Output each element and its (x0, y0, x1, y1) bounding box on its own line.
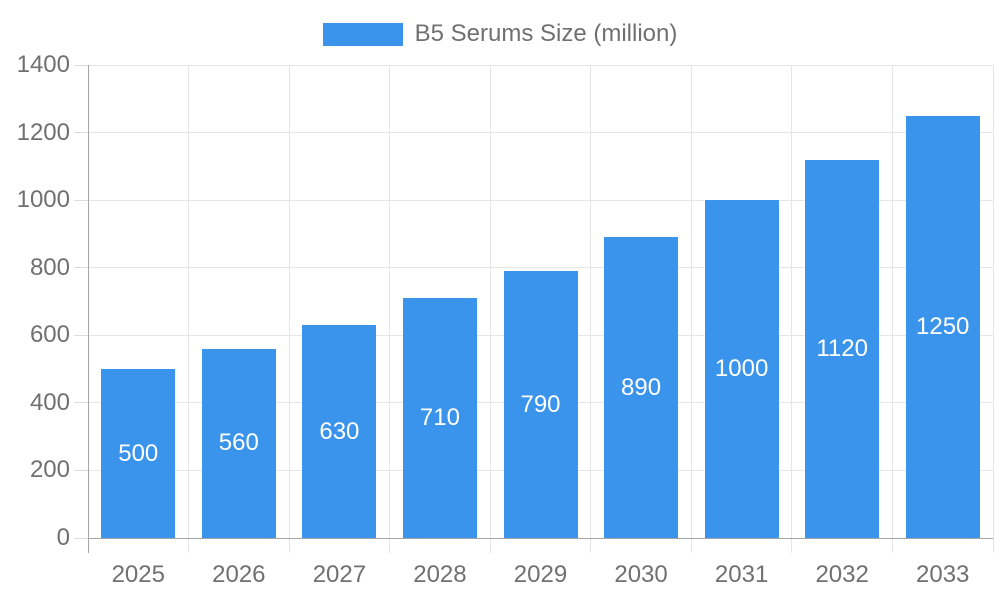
bar-value-label: 1000 (714, 355, 769, 383)
y-tick-label: 800 (29, 253, 70, 281)
legend-label: B5 Serums Size (million) (414, 20, 678, 47)
category-separator (389, 65, 391, 553)
y-tick (74, 267, 88, 269)
bar[interactable]: 1250 (905, 115, 980, 538)
y-tick-label: 600 (29, 321, 70, 349)
x-tick-label: 2027 (312, 561, 367, 588)
y-tick (74, 334, 88, 336)
y-tick (74, 132, 88, 134)
y-tick-label: 1400 (16, 51, 70, 78)
bar[interactable]: 790 (503, 271, 578, 538)
x-axis-line (88, 537, 993, 539)
y-tick (74, 402, 88, 404)
bar[interactable]: 500 (101, 369, 176, 538)
bar[interactable]: 630 (302, 325, 377, 538)
category-separator (489, 65, 491, 553)
bar-value-label: 560 (218, 429, 259, 457)
y-tick-label: 0 (56, 524, 70, 551)
y-tick (74, 64, 88, 66)
bar[interactable]: 1000 (704, 200, 779, 538)
x-tick-label: 2026 (212, 561, 266, 588)
bar-value-label: 630 (319, 417, 360, 445)
x-tick-label: 2029 (513, 561, 568, 588)
category-separator (188, 65, 190, 553)
bar-value-label: 890 (621, 373, 662, 401)
x-tick-label: 2030 (614, 561, 668, 588)
x-tick-label: 2033 (916, 561, 970, 588)
category-separator (891, 65, 893, 553)
y-tick (74, 199, 88, 201)
y-tick (74, 537, 88, 539)
bar[interactable]: 890 (604, 237, 679, 538)
y-gridline (88, 64, 993, 66)
legend[interactable]: B5 Serums Size (million) (0, 20, 1000, 48)
y-gridline (88, 199, 993, 201)
bar-value-label: 1250 (916, 312, 970, 340)
x-tick-label: 2032 (815, 561, 869, 588)
bar-value-label: 790 (520, 390, 561, 418)
category-separator (288, 65, 290, 553)
category-separator (690, 65, 692, 553)
category-separator (791, 65, 793, 553)
y-tick-label: 200 (29, 456, 70, 484)
bar-value-label: 710 (419, 404, 460, 432)
y-tick-label: 1000 (16, 186, 70, 214)
bar-value-label: 1120 (816, 334, 868, 362)
legend-swatch (322, 22, 403, 46)
y-axis-line (87, 65, 89, 553)
y-gridline (88, 267, 993, 269)
category-separator (992, 65, 994, 553)
x-tick-label: 2025 (111, 561, 165, 588)
bar-value-label: 500 (118, 439, 159, 467)
y-tick-label: 1200 (16, 118, 70, 146)
category-separator (590, 65, 592, 553)
bar[interactable]: 710 (402, 298, 477, 538)
x-tick-label: 2031 (714, 561, 769, 588)
bar[interactable]: 1120 (805, 159, 880, 538)
y-tick (74, 469, 88, 471)
x-tick-label: 2028 (413, 561, 467, 588)
y-tick-label: 400 (29, 388, 70, 416)
y-gridline (88, 132, 993, 134)
bar[interactable]: 560 (201, 348, 276, 538)
